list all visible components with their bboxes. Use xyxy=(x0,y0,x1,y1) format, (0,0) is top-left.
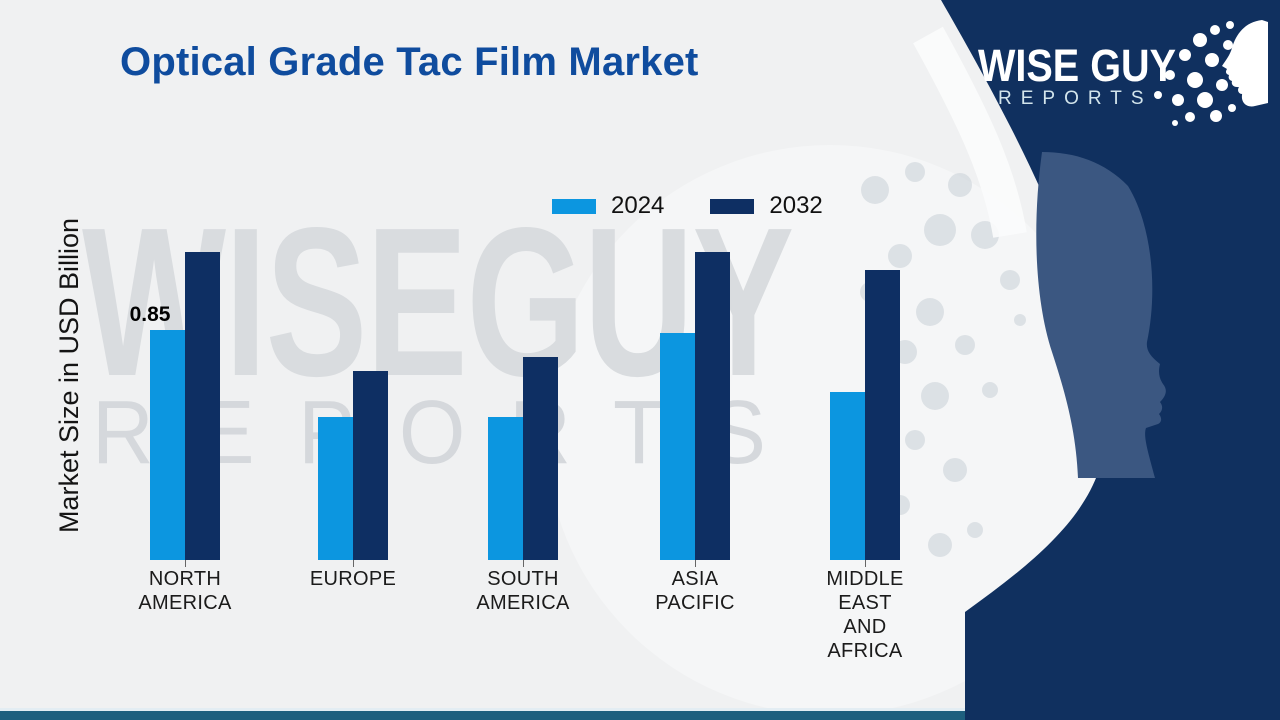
logo-subtitle: REPORTS xyxy=(998,88,1153,109)
page-title: Optical Grade Tac Film Market xyxy=(120,40,699,84)
bar-2032-asia-pacific[interactable] xyxy=(695,252,730,560)
legend-label: 2032 xyxy=(769,192,823,219)
x-axis-tick xyxy=(695,560,696,567)
x-axis-tick xyxy=(865,560,866,567)
bar-2024-asia-pacific[interactable] xyxy=(660,333,695,560)
bar-2032-europe[interactable] xyxy=(353,371,388,560)
bar-2032-south-america[interactable] xyxy=(523,357,558,560)
legend-item-2032[interactable]: 2032 xyxy=(710,192,823,220)
category-label-north-america: NORTH AMERICA xyxy=(138,568,232,614)
face-silhouette xyxy=(1036,152,1166,478)
chart-legend: 2024 2032 xyxy=(552,192,823,220)
category-label-asia-pacific: ASIA PACIFIC xyxy=(655,568,735,614)
x-axis-tick xyxy=(185,560,186,567)
banner-swoosh xyxy=(913,26,1027,238)
logo-face-icon xyxy=(1222,20,1268,107)
bar-value-label: 0.85 xyxy=(129,303,171,326)
bar-2024-north-america[interactable] xyxy=(150,330,185,560)
logo-dots xyxy=(1154,21,1246,126)
category-label-south-america: SOUTH AMERICA xyxy=(476,568,570,614)
legend-swatch-2032 xyxy=(710,198,755,214)
bar-2032-middle-east-and-africa[interactable] xyxy=(865,270,900,560)
bottom-strip-highlight xyxy=(0,708,1280,711)
legend-label: 2024 xyxy=(611,192,665,219)
bar-2024-europe[interactable] xyxy=(318,417,353,560)
bar-2024-south-america[interactable] xyxy=(488,417,523,560)
bottom-strip-teal xyxy=(0,711,1280,720)
category-label-europe: EUROPE xyxy=(309,568,397,590)
legend-swatch-2024 xyxy=(552,198,596,214)
bar-2024-middle-east-and-africa[interactable] xyxy=(830,392,865,560)
legend-item-2024[interactable]: 2024 xyxy=(552,192,664,220)
bar-2032-north-america[interactable] xyxy=(185,252,220,560)
logo-wordmark: WISE GUY xyxy=(978,40,1177,91)
category-label-middle-east-and-africa: MIDDLE EAST AND AFRICA xyxy=(826,568,904,662)
x-axis-tick xyxy=(523,560,524,567)
x-axis-tick xyxy=(353,560,354,567)
